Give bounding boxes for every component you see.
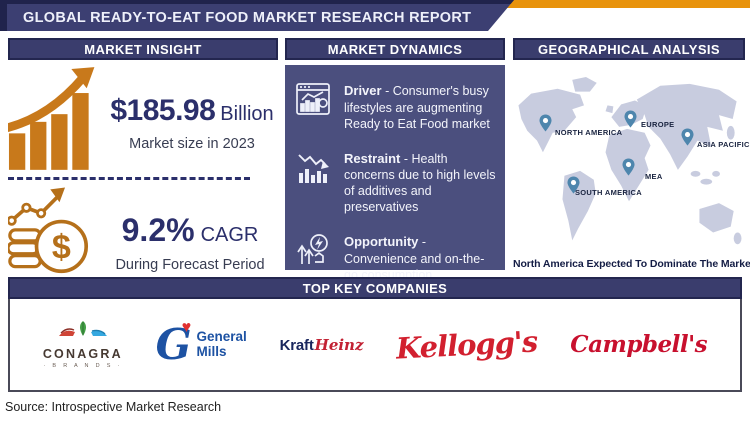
driver-item: Driver - Consumer's busy lifestyles are … bbox=[295, 81, 497, 132]
market-size-text: $185.98 Billion Market size in 2023 bbox=[106, 66, 278, 152]
cagr-label: CAGR bbox=[200, 224, 259, 246]
kelloggs-logo: Kellogg's bbox=[395, 323, 539, 366]
growth-opportunity-icon bbox=[295, 232, 331, 273]
market-insight-header: MARKET INSIGHT bbox=[8, 38, 278, 60]
opportunity-keyword: Opportunity bbox=[344, 234, 419, 250]
driver-description: - Consumer's busy lifestyles are augment… bbox=[344, 84, 490, 131]
driver-keyword: Driver bbox=[344, 83, 382, 98]
market-dynamics-body: Driver - Consumer's busy lifestyles are … bbox=[285, 65, 505, 282]
conagra-logo: CONAGRA · B R A N D S · bbox=[43, 320, 123, 369]
market-insight-header-label: MARKET INSIGHT bbox=[84, 41, 202, 57]
region-label-europe: EUROPE bbox=[641, 120, 675, 129]
company-logos-strip: CONAGRA · B R A N D S · G ♥ General Mill… bbox=[8, 299, 742, 392]
market-insight-panel: MARKET INSIGHT $185.98 Billion Market siz… bbox=[3, 38, 278, 281]
restraint-item: Restraint - Health concerns due to high … bbox=[295, 149, 497, 216]
heart-icon: ♥ bbox=[181, 318, 192, 336]
top-orange-strip bbox=[498, 0, 750, 8]
dashboard-chart-icon bbox=[295, 81, 331, 122]
market-dynamics-panel: MARKET DYNAMICS Driver - Consumer' bbox=[285, 38, 505, 282]
region-label-asia-pacific: ASIA PACIFIC bbox=[697, 140, 750, 149]
growth-bar-chart-icon bbox=[3, 66, 104, 175]
top-key-companies-label: TOP KEY COMPANIES bbox=[302, 280, 448, 296]
opportunity-text: Opportunity - Convenience and on-the-go … bbox=[344, 232, 497, 283]
south-america-pin bbox=[567, 176, 580, 194]
cagr-value: 9.2% bbox=[121, 212, 195, 248]
geographical-analysis-body: NORTH AMERICA EUROPE ASIA PACIFIC MEA SO… bbox=[513, 60, 750, 272]
market-size-unit: Billion bbox=[220, 103, 274, 125]
dollar-sign: $ bbox=[52, 228, 71, 266]
conagra-leaf-icon bbox=[58, 321, 107, 336]
cagr-caption: During Forecast Period bbox=[115, 257, 265, 273]
geographical-analysis-header-label: GEOGRAPHICAL ANALYSIS bbox=[537, 41, 720, 57]
cagr-row: $ 9.2% CAGR During Forecast Period bbox=[6, 180, 278, 281]
opportunity-item: Opportunity - Convenience and on-the-go … bbox=[295, 232, 497, 283]
geographical-analysis-header: GEOGRAPHICAL ANALYSIS bbox=[513, 38, 745, 60]
market-size-caption: Market size in 2023 bbox=[129, 136, 255, 152]
north-america-pin bbox=[539, 114, 552, 132]
source-note: Source: Introspective Market Research bbox=[5, 400, 222, 414]
report-title-banner: GLOBAL READY-TO-EAT FOOD MARKET RESEARCH… bbox=[0, 0, 514, 31]
cagr-text: 9.2% CAGR During Forecast Period bbox=[102, 180, 278, 273]
restraint-keyword: Restraint bbox=[344, 150, 401, 166]
coin-growth-icon: $ bbox=[6, 180, 100, 281]
europe-pin bbox=[624, 110, 637, 128]
top-key-companies-banner: TOP KEY COMPANIES bbox=[8, 277, 742, 299]
restraint-text: Restraint - Health concerns due to high … bbox=[344, 149, 497, 216]
conagra-sub: · B R A N D S · bbox=[43, 363, 123, 369]
heinz-wordmark: Heinz bbox=[314, 335, 364, 354]
kraft-wordmark: Kraft bbox=[279, 336, 314, 354]
conagra-name: CONAGRA bbox=[42, 347, 123, 361]
market-dynamics-header-label: MARKET DYNAMICS bbox=[327, 41, 463, 57]
mea-pin bbox=[622, 158, 635, 176]
kraft-heinz-logo: Kraft Heinz bbox=[280, 336, 364, 354]
general-mills-logo: G ♥ General Mills bbox=[155, 319, 247, 369]
market-dynamics-header: MARKET DYNAMICS bbox=[285, 38, 505, 60]
dashed-divider bbox=[8, 177, 250, 180]
restraint-description: - Health concerns due to high levels of … bbox=[344, 151, 496, 215]
market-size-value: $185.98 bbox=[110, 94, 216, 127]
general-mills-line1: General bbox=[196, 328, 247, 344]
market-size-row: $185.98 Billion Market size in 2023 bbox=[3, 66, 278, 175]
general-mills-line2: Mills bbox=[196, 343, 227, 359]
geo-caption: North America Expected To Dominate The M… bbox=[513, 258, 750, 270]
general-mills-name: General Mills bbox=[196, 328, 247, 359]
general-mills-monogram: G bbox=[155, 319, 192, 369]
region-label-north-america: NORTH AMERICA bbox=[555, 128, 623, 137]
asia-pacific-pin bbox=[681, 128, 694, 146]
market-insight-body: $185.98 Billion Market size in 2023 $ bbox=[3, 66, 278, 281]
driver-text: Driver - Consumer's busy lifestyles are … bbox=[344, 81, 497, 132]
region-label-south-america: SOUTH AMERICA bbox=[575, 188, 642, 197]
geographical-analysis-panel: GEOGRAPHICAL ANALYSIS bbox=[513, 38, 750, 272]
declining-chart-icon bbox=[295, 149, 331, 190]
report-title: GLOBAL READY-TO-EAT FOOD MARKET RESEARCH… bbox=[23, 9, 472, 26]
campbells-logo: Campbell's bbox=[570, 331, 708, 358]
region-label-mea: MEA bbox=[645, 172, 663, 181]
